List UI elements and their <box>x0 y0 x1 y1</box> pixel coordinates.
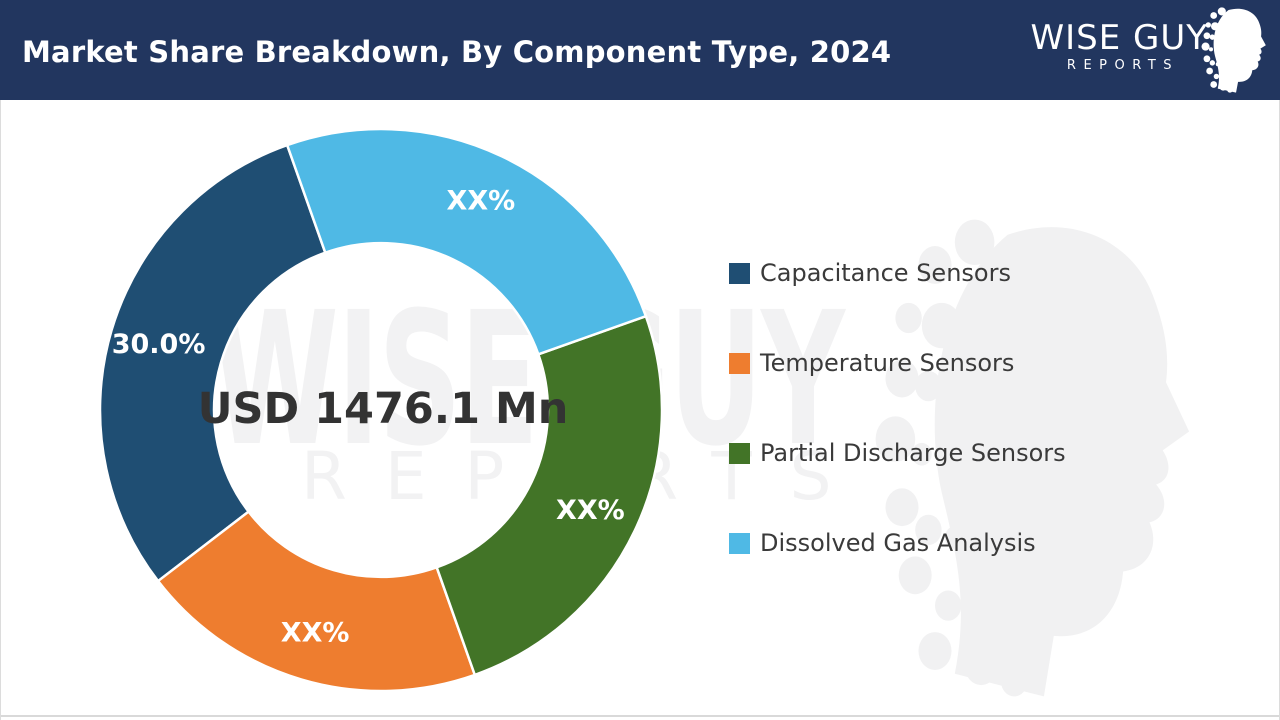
segment-percent-label: XX% <box>281 617 350 648</box>
chart-center-value: USD 1476.1 Mn <box>198 384 569 434</box>
face-dot <box>954 423 982 455</box>
face-dot <box>895 302 922 334</box>
donut-segment-dissolved-gas-analysis <box>285 127 648 356</box>
chart-area: WISE GUY REPORTS USD 1476.1 Mn 30.0%XX%X… <box>0 100 1280 720</box>
brand-logo: WISE GUY REPORTS <box>1030 18 1208 74</box>
face-dot <box>918 246 952 284</box>
face-dot <box>1209 34 1216 40</box>
header-bar: Market Share Breakdown, By Component Typ… <box>0 0 1280 100</box>
face-dot <box>1206 67 1214 75</box>
legend-item: Dissolved Gas Analysis <box>729 531 1066 555</box>
donut-segment-temperature-sensors <box>156 510 477 693</box>
face-dot <box>1210 12 1218 19</box>
legend-swatch-icon <box>729 352 750 374</box>
face-dot <box>1001 666 1028 697</box>
face-dot <box>915 514 942 546</box>
face-dot <box>918 632 952 670</box>
face-dot <box>951 367 972 390</box>
logo-subtext: REPORTS <box>1066 58 1180 74</box>
watermark-face-icon <box>875 219 1190 697</box>
legend-swatch-icon <box>729 262 750 284</box>
face-dot <box>1205 22 1211 28</box>
face-profile-shape <box>1213 8 1266 93</box>
face-dot <box>1014 257 1041 288</box>
face-dot <box>915 370 942 402</box>
legend-label: Capacitance Sensors <box>760 259 1011 287</box>
face-dot <box>981 310 1008 341</box>
page-title: Market Share Breakdown, By Component Typ… <box>22 35 892 69</box>
face-dot <box>911 442 932 466</box>
face-dot <box>1208 47 1214 52</box>
face-dot <box>1229 14 1236 20</box>
legend-item: Capacitance Sensors <box>729 261 1066 285</box>
logo-wordmark: WISE GUY <box>1030 18 1208 58</box>
face-dot <box>1210 22 1220 31</box>
face-dot <box>875 416 916 462</box>
face-dot <box>885 488 919 527</box>
face-dot <box>1210 81 1218 88</box>
legend-label: Dissolved Gas Analysis <box>760 529 1036 557</box>
face-dot <box>1227 87 1233 93</box>
donut-segment-capacitance-sensors <box>98 143 327 583</box>
face-dot <box>954 219 995 265</box>
face-dot <box>1213 73 1220 80</box>
segment-percent-label: XX% <box>556 495 625 526</box>
face-dot <box>1222 71 1227 76</box>
legend-item: Partial Discharge Sensors <box>729 441 1066 465</box>
face-dot <box>1223 23 1229 30</box>
face-dot <box>935 590 962 621</box>
face-dot <box>1219 83 1227 91</box>
legend-label: Partial Discharge Sensors <box>760 439 1066 467</box>
logo-face-icon <box>1201 7 1266 93</box>
face-dot <box>1203 32 1211 40</box>
chart-legend: Capacitance Sensors Temperature Sensors … <box>729 261 1066 621</box>
legend-item: Temperature Sensors <box>729 351 1066 375</box>
face-profile-shape <box>934 227 1190 697</box>
divider <box>1 715 1279 717</box>
face-dot <box>1203 55 1211 63</box>
face-dot <box>1201 42 1210 51</box>
legend-swatch-icon <box>729 442 750 464</box>
face-dot <box>885 359 919 398</box>
face-dot <box>1209 60 1216 66</box>
segment-percent-label: XX% <box>447 186 516 217</box>
legend-swatch-icon <box>729 532 750 554</box>
face-dot <box>921 302 962 349</box>
face-dot <box>1217 7 1226 16</box>
face-dot <box>977 579 998 602</box>
face-dot <box>944 526 965 549</box>
legend-label: Temperature Sensors <box>760 349 1015 377</box>
segment-percent-label: 30.0% <box>112 329 206 360</box>
donut-chart: USD 1476.1 Mn 30.0% XX% XX% XX% <box>98 127 664 693</box>
face-dot <box>898 556 932 595</box>
face-dot <box>1217 33 1222 38</box>
face-dot <box>1215 62 1220 67</box>
face-dot <box>1217 43 1224 50</box>
donut-segment-partial-discharge-sensors <box>435 314 664 677</box>
face-dot <box>964 647 998 686</box>
